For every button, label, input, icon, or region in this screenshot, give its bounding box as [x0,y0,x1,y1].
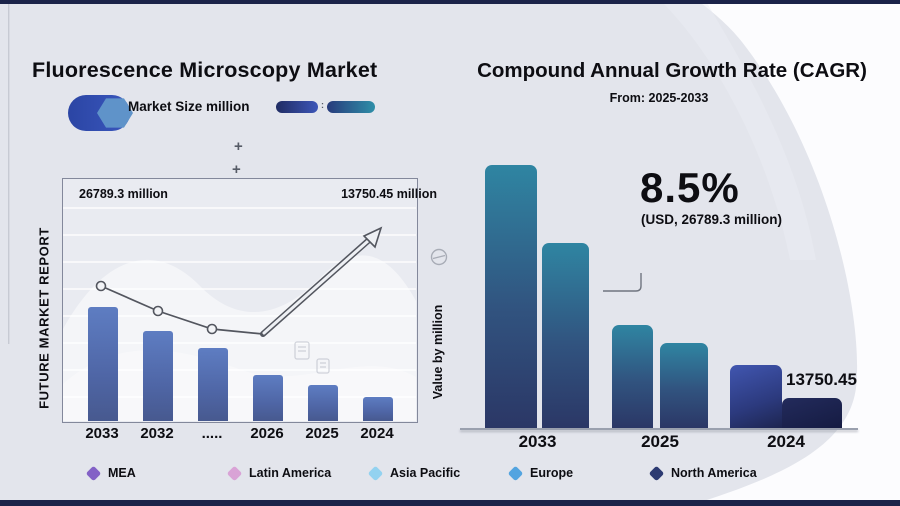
inner-frame-line [8,4,10,344]
right-bar-2025-bar-a [612,325,653,428]
right-bar-2033-bar-b [542,243,589,428]
gradient-pill-icon [276,101,318,113]
pill-separator: : [321,100,324,110]
left-bar-2026 [253,375,283,421]
top-navy-strip [0,0,900,4]
arrow-head [362,226,383,249]
trend-line-and-arrow [95,226,383,337]
right-bar-2033-bar-a [485,165,537,428]
left-bar-2032 [143,331,173,421]
left-x-label: 2032 [140,425,174,442]
chart-end-value: 13750.45 million [341,187,437,201]
left-bar-2024 [363,397,393,421]
right-bar-2025-bar-b [660,343,708,428]
diamond-icon [507,465,524,481]
x-axis-line [460,428,858,430]
white-wave-shape [688,0,900,506]
cagr-title: Compound Annual Growth Rate (CAGR) [477,59,867,82]
line-markers [95,280,218,335]
page-title: Fluorescence Microscopy Market [32,58,378,82]
market-size-chart: 26789.3 million 13750.45 million [62,178,437,423]
legend-item-asia-pacific: Asia Pacific [367,465,461,481]
diagonal-band [660,0,816,260]
cagr-note: (USD, 26789.3 million) [641,212,783,227]
left-bar-2033 [88,307,118,421]
legend-label: Asia Pacific [390,466,461,480]
gridlines [63,207,416,398]
legend-label: Europe [530,466,574,480]
legend-label: MEA [108,466,136,480]
legend-item-mea: MEA [85,465,136,481]
watermark-vertical-text: FUTURE MARKET REPORT [36,227,52,409]
corner-bracket-decoration [603,273,642,292]
legend-item-north-america: North America [648,465,757,481]
cagr-chart: 2033 2025 2024 13750.45 [460,140,868,460]
right-x-label: 2025 [641,432,679,451]
bottom-navy-strip [0,500,900,506]
left-x-label: 2025 [305,425,339,442]
left-x-label: 2033 [85,425,119,442]
diamond-icon [367,465,384,481]
legend-label: North America [671,466,757,480]
diamond-icon [648,465,665,481]
legend-item-europe: Europe [507,465,574,481]
left-bars-layer [63,179,416,421]
circle-minus-icon [430,248,448,266]
right-bar-2024-bar-a [730,365,782,428]
region-legend: MEA Latin America Asia Pacific Europe North … [0,465,900,488]
plus-glyph: + [234,138,243,155]
value-axis-label: Value by million [431,304,445,400]
left-bar-..... [198,348,228,421]
hexagon-icon [97,98,133,128]
database-icon [68,95,133,131]
right-bar-2024-bar-b [782,398,842,428]
cagr-subtitle: From: 2025-2033 [609,91,709,105]
left-x-axis-labels: 2033 2032..... 2026 2025 2024 [62,425,418,447]
chart-start-value: 26789.3 million [79,187,168,201]
left-x-label: ..... [201,425,223,442]
legend-label: Latin America [249,466,332,480]
diamond-icon [85,465,102,481]
watermark-clipboard-icons [294,341,330,374]
value-annotation: 13750.45 [786,370,857,389]
right-x-label: 2033 [518,432,557,451]
legend-item-latin-america: Latin America [226,465,332,481]
cagr-value: 8.5% [640,164,740,211]
plus-glyph-2: + [232,161,241,178]
left-x-label: 2024 [360,425,394,442]
gradient-pill-icon-2 [327,101,375,113]
right-x-label: 2024 [767,432,805,451]
left-x-label: 2026 [250,425,284,442]
diamond-icon [226,465,243,481]
market-size-label: Market Size million [128,99,250,114]
left-bar-2025 [308,385,338,421]
